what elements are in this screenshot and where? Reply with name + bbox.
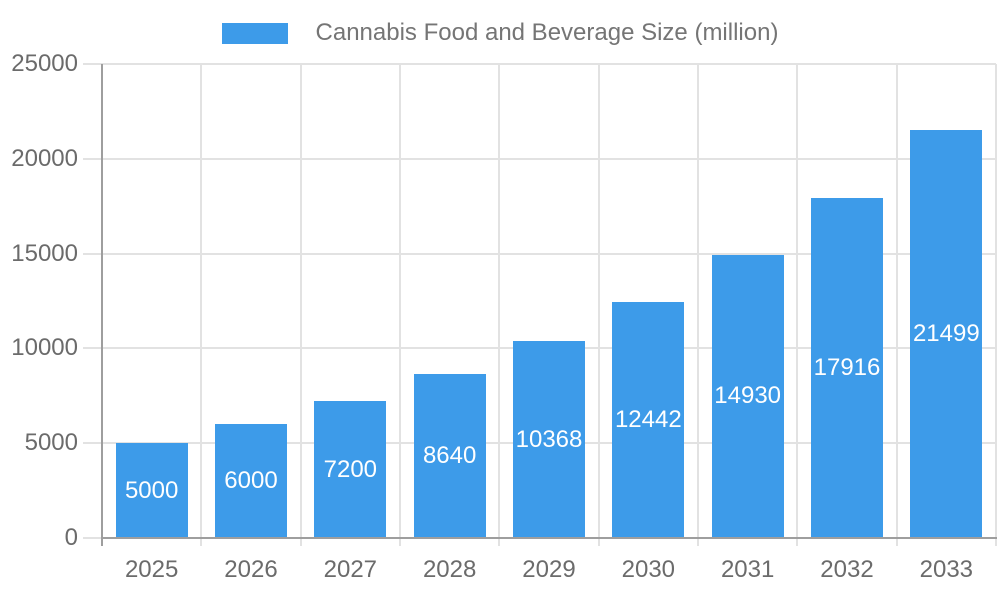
y-gridline <box>83 157 996 160</box>
x-gridline <box>796 64 799 546</box>
x-gridline <box>697 64 699 546</box>
bar-value-label: 8640 <box>422 442 477 470</box>
y-axis-line <box>101 64 103 546</box>
x-gridline <box>399 64 401 546</box>
bar[interactable] <box>612 302 685 538</box>
legend-label: Cannabis Food and Beverage Size (million… <box>315 19 779 46</box>
bar-value-label: 5000 <box>124 476 179 504</box>
bar[interactable] <box>513 341 585 538</box>
x-gridline <box>995 64 997 546</box>
legend[interactable]: Cannabis Food and Beverage Size (million… <box>0 19 1000 47</box>
x-axis-tick-label: 2033 <box>919 556 974 583</box>
legend-swatch <box>221 22 288 44</box>
x-axis-line <box>101 537 997 539</box>
y-gridline <box>83 252 996 255</box>
x-axis-tick-label: 2031 <box>720 556 775 583</box>
bar[interactable] <box>811 198 883 538</box>
y-axis-tick-label: 15000 <box>11 239 78 267</box>
x-axis-tick-label: 2027 <box>323 556 378 583</box>
bar[interactable] <box>314 401 387 538</box>
x-gridline <box>299 64 302 546</box>
y-axis-tick-label: 10000 <box>11 334 78 362</box>
y-axis-tick-label: 25000 <box>11 50 78 77</box>
x-axis-tick-label: 2030 <box>621 556 676 583</box>
x-gridline <box>895 64 898 546</box>
bar-value-label: 12442 <box>614 406 682 434</box>
bar[interactable] <box>413 374 486 538</box>
x-axis-tick-label: 2025 <box>124 556 179 583</box>
x-gridline <box>200 64 203 546</box>
x-axis-tick-label: 2029 <box>522 556 576 583</box>
x-axis-tick-label: 2028 <box>422 556 477 583</box>
bar-value-label: 7200 <box>323 455 378 483</box>
bar-value-label: 17916 <box>813 354 881 382</box>
bar-value-label: 14930 <box>714 382 782 410</box>
x-axis-tick-label: 2032 <box>820 556 874 583</box>
x-gridline <box>498 64 501 546</box>
bar[interactable] <box>215 424 287 538</box>
x-axis-tick-label: 2026 <box>224 556 278 583</box>
y-gridline <box>83 63 996 65</box>
bar[interactable] <box>711 254 784 538</box>
bar-value-label: 10368 <box>515 425 583 453</box>
x-gridline <box>597 64 600 546</box>
y-axis-tick-label: 0 <box>64 524 78 551</box>
bar-value-label: 21499 <box>912 320 980 348</box>
bar[interactable] <box>910 130 983 538</box>
y-axis-tick-label: 5000 <box>24 429 78 457</box>
bar-value-label: 6000 <box>224 467 278 495</box>
bar[interactable] <box>115 443 188 538</box>
y-axis-tick-label: 20000 <box>11 144 78 172</box>
